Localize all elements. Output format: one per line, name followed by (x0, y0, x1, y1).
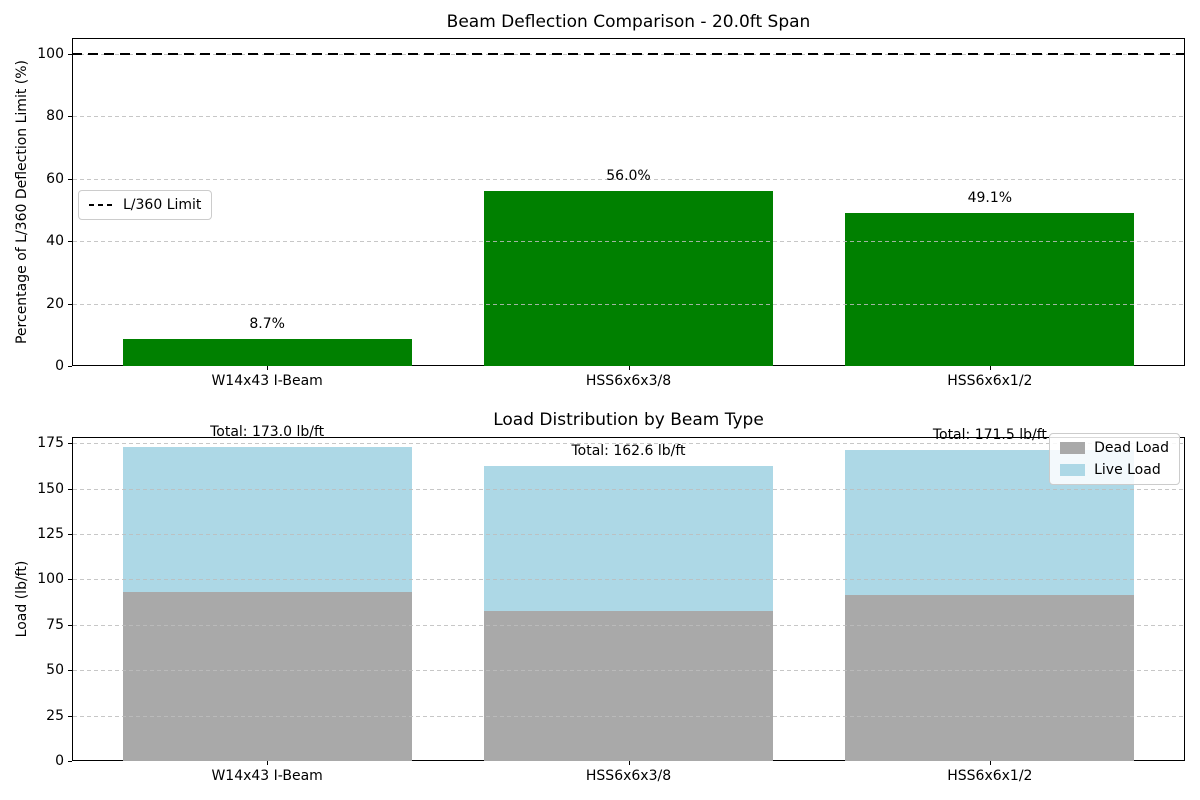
deflection-bar (122, 338, 412, 366)
y-tick-label: 60 (46, 170, 64, 187)
legend-label: L/360 Limit (123, 197, 202, 213)
live-load-bar (483, 465, 774, 612)
y-tick-mark (68, 178, 72, 180)
chart-title: Beam Deflection Comparison - 20.0ft Span (446, 12, 811, 32)
gridline (73, 443, 1184, 445)
deflection-bar (483, 191, 774, 366)
x-tick-mark (267, 761, 269, 765)
x-tick-label: HSS6x6x3/8 (585, 373, 672, 389)
bar-value-label: 8.7% (249, 315, 285, 332)
x-tick-label: W14x43 I-Beam (211, 373, 323, 389)
x-tick-mark (628, 366, 630, 370)
legend-item: L/360 Limit (89, 197, 201, 213)
total-annotation: Total: 162.6 lb/ft (571, 442, 686, 459)
x-tick-label: HSS6x6x1/2 (947, 373, 1033, 389)
x-tick-mark (989, 366, 991, 370)
y-tick-mark (68, 715, 72, 717)
bar-value-label: 56.0% (606, 168, 651, 185)
limit-reference-line (72, 52, 1185, 55)
y-tick-label: 100 (37, 571, 64, 588)
y-tick-label: 50 (46, 662, 64, 679)
x-tick-label: HSS6x6x1/2 (947, 768, 1033, 784)
x-tick-mark (267, 366, 269, 370)
gridline (73, 488, 1184, 490)
legend-patch-swatch (1060, 464, 1086, 476)
y-axis-label: Percentage of L/360 Deflection Limit (%) (14, 59, 30, 345)
y-tick-mark (68, 116, 72, 118)
deflection-bar (845, 212, 1135, 366)
x-tick-mark (628, 761, 630, 765)
y-tick-mark (68, 303, 72, 305)
y-tick-mark (68, 443, 72, 445)
y-tick-mark (68, 534, 72, 536)
legend: Dead Load Live Load (1049, 433, 1180, 485)
legend: L/360 Limit (78, 190, 213, 220)
y-tick-label: 80 (46, 108, 64, 125)
x-tick-mark (989, 761, 991, 765)
y-tick-mark (68, 488, 72, 490)
y-axis-label: Load (lb/ft) (14, 560, 30, 638)
y-tick-label: 100 (37, 45, 64, 62)
gridline (73, 715, 1184, 717)
chart-title: Load Distribution by Beam Type (493, 410, 764, 430)
y-tick-mark (68, 241, 72, 243)
gridline (73, 178, 1184, 180)
gridline (73, 670, 1184, 672)
y-tick-mark (68, 579, 72, 581)
y-tick-label: 150 (37, 480, 64, 497)
legend-item: Dead Load (1060, 440, 1169, 456)
legend-patch-swatch (1060, 442, 1086, 454)
legend-label: Live Load (1094, 462, 1161, 478)
y-tick-label: 75 (46, 616, 64, 633)
bar-value-label: 49.1% (967, 189, 1013, 206)
total-annotation: Total: 171.5 lb/ft (932, 426, 1047, 443)
dead-load-bar (845, 594, 1135, 761)
y-tick-label: 125 (37, 526, 64, 543)
live-load-bar (122, 446, 412, 593)
legend-label: Dead Load (1094, 440, 1169, 456)
y-tick-mark (68, 53, 72, 55)
gridline (73, 534, 1184, 536)
y-tick-mark (68, 670, 72, 672)
y-tick-mark (68, 366, 72, 367)
y-tick-label: 40 (46, 233, 64, 250)
y-tick-label: 0 (55, 358, 64, 374)
gridline (73, 303, 1184, 305)
y-tick-label: 175 (37, 435, 64, 452)
x-tick-label: W14x43 I-Beam (211, 768, 323, 784)
legend-item: Live Load (1060, 462, 1169, 478)
y-tick-mark (68, 761, 72, 762)
y-tick-label: 20 (46, 295, 64, 312)
y-tick-label: 25 (46, 707, 64, 724)
dead-load-bar (122, 592, 412, 761)
legend-dashed-line-swatch (89, 204, 114, 206)
dead-load-bar (483, 611, 774, 761)
y-tick-mark (68, 624, 72, 626)
gridline (73, 241, 1184, 243)
gridline (73, 116, 1184, 118)
gridline (73, 624, 1184, 626)
x-tick-label: HSS6x6x3/8 (585, 768, 672, 784)
gridline (73, 579, 1184, 581)
y-tick-label: 0 (55, 753, 64, 769)
total-annotation: Total: 173.0 lb/ft (210, 423, 325, 440)
